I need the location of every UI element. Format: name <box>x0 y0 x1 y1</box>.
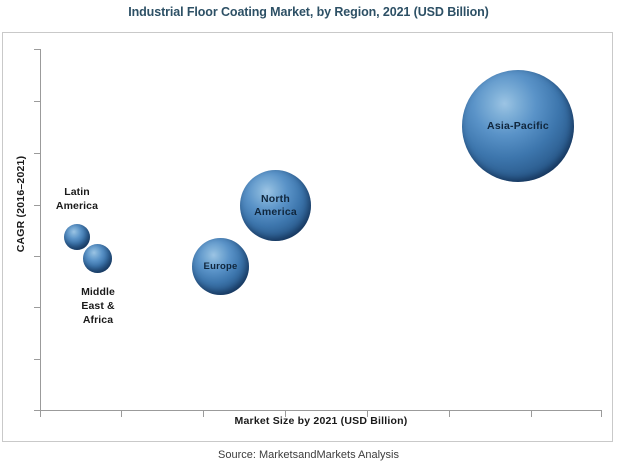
x-axis-tick <box>121 411 122 417</box>
bubble-label-latin-america: Latin America <box>55 186 99 213</box>
x-axis-tick <box>531 411 532 417</box>
x-axis-tick <box>285 411 286 417</box>
bubble-north-america[interactable]: North America <box>240 170 311 241</box>
bubble-label-north-america: North America <box>254 193 297 218</box>
y-axis-tick <box>34 153 40 154</box>
y-axis-line <box>40 49 41 411</box>
y-axis-tick <box>34 101 40 102</box>
x-axis-line <box>40 410 602 411</box>
y-axis-tick <box>34 205 40 206</box>
x-axis-tick <box>601 411 602 417</box>
bubble-middle-east-africa[interactable] <box>83 244 112 273</box>
y-axis-title: CAGR (2016–2021) <box>15 155 27 253</box>
x-axis-title: Market Size by 2021 (USD Billion) <box>234 415 408 427</box>
bubble-label-europe: Europe <box>203 260 238 272</box>
source-note: Source: MarketsandMarkets Analysis <box>218 449 399 461</box>
x-axis-tick <box>40 411 41 417</box>
bubble-label-asia-pacific: Asia-Pacific <box>487 119 549 132</box>
plot-area: CAGR (2016–2021) Market Size by 2021 (US… <box>2 32 613 442</box>
y-axis-tick <box>34 359 40 360</box>
bubble-asia-pacific[interactable]: Asia-Pacific <box>462 70 574 182</box>
y-axis-tick <box>34 256 40 257</box>
bubble-label-middle-east-africa: Middle East & Africa <box>81 286 115 327</box>
bubble-europe[interactable]: Europe <box>192 238 249 295</box>
y-axis-tick <box>34 307 40 308</box>
y-axis-tick <box>34 410 40 411</box>
bubble-latin-america[interactable] <box>64 224 90 250</box>
chart-title: Industrial Floor Coating Market, by Regi… <box>128 5 489 19</box>
x-axis-tick <box>203 411 204 417</box>
x-axis-tick <box>449 411 450 417</box>
x-axis-tick <box>367 411 368 417</box>
y-axis-tick <box>34 49 40 50</box>
